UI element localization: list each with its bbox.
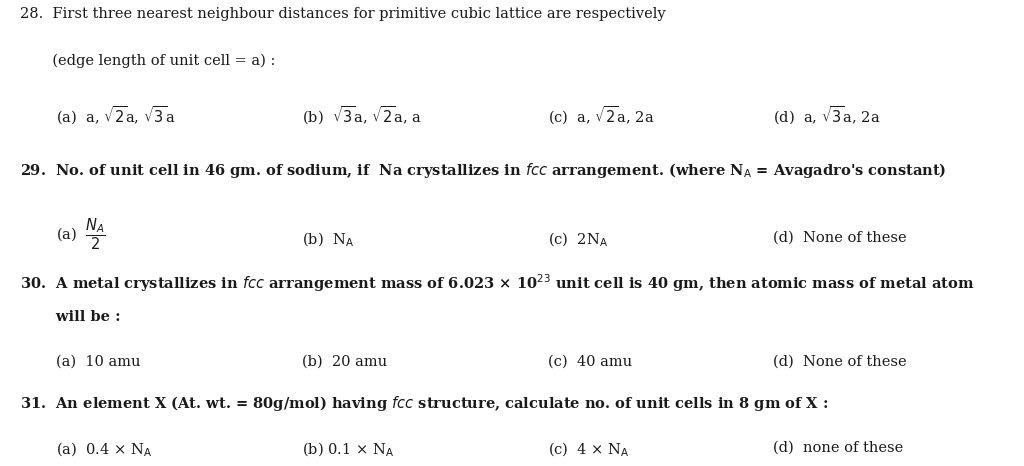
Text: (a)  0.4 × N$_\mathrm{A}$: (a) 0.4 × N$_\mathrm{A}$ [56, 440, 153, 459]
Text: (d)  None of these: (d) None of these [773, 354, 906, 368]
Text: (a)  a, $\sqrt{2}$a, $\sqrt{3}$a: (a) a, $\sqrt{2}$a, $\sqrt{3}$a [56, 105, 176, 127]
Text: (c)  40 amu: (c) 40 amu [548, 354, 632, 368]
Text: (d)  None of these: (d) None of these [773, 231, 906, 245]
Text: (a)  10 amu: (a) 10 amu [56, 354, 141, 368]
Text: (d)  none of these: (d) none of these [773, 440, 903, 454]
Text: (c)  a, $\sqrt{2}$a, 2a: (c) a, $\sqrt{2}$a, 2a [548, 105, 654, 127]
Text: (b)  N$_\mathrm{A}$: (b) N$_\mathrm{A}$ [302, 231, 354, 249]
Text: (b) 0.1 × N$_\mathrm{A}$: (b) 0.1 × N$_\mathrm{A}$ [302, 440, 394, 459]
Text: will be :: will be : [20, 310, 121, 324]
Text: (c)  2N$_\mathrm{A}$: (c) 2N$_\mathrm{A}$ [548, 231, 608, 249]
Text: 30.  A metal crystallizes in $\it{fcc}$ arrangement mass of 6.023 × 10$^{23}$ un: 30. A metal crystallizes in $\it{fcc}$ a… [20, 273, 975, 295]
Text: (a)  $\dfrac{N_A}{2}$: (a) $\dfrac{N_A}{2}$ [56, 217, 106, 252]
Text: 28.  First three nearest neighbour distances for primitive cubic lattice are res: 28. First three nearest neighbour distan… [20, 7, 666, 21]
Text: 31.  An element X (At. wt. = 80g/mol) having $\it{fcc}$ structure, calculate no.: 31. An element X (At. wt. = 80g/mol) hav… [20, 394, 828, 413]
Text: (b)  20 amu: (b) 20 amu [302, 354, 387, 368]
Text: (c)  4 × N$_\mathrm{A}$: (c) 4 × N$_\mathrm{A}$ [548, 440, 630, 459]
Text: (b)  $\sqrt{3}$a, $\sqrt{2}$a, a: (b) $\sqrt{3}$a, $\sqrt{2}$a, a [302, 105, 422, 127]
Text: 29.  No. of unit cell in 46 gm. of sodium, if  Na crystallizes in $\it{fcc}$ arr: 29. No. of unit cell in 46 gm. of sodium… [20, 161, 947, 180]
Text: (edge length of unit cell = a) :: (edge length of unit cell = a) : [20, 54, 275, 68]
Text: (d)  a, $\sqrt{3}$a, 2a: (d) a, $\sqrt{3}$a, 2a [773, 105, 881, 127]
